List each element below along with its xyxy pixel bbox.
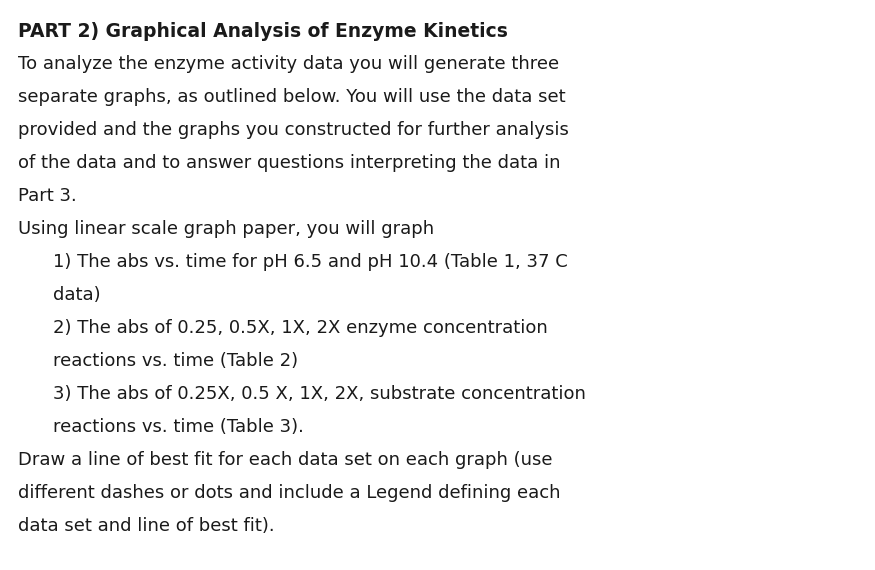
Text: PART 2) Graphical Analysis of Enzyme Kinetics: PART 2) Graphical Analysis of Enzyme Kin… [18,22,507,41]
Text: provided and the graphs you constructed for further analysis: provided and the graphs you constructed … [18,121,569,139]
Text: different dashes or dots and include a Legend defining each: different dashes or dots and include a L… [18,484,561,502]
Text: 2) The abs of 0.25, 0.5X, 1X, 2X enzyme concentration: 2) The abs of 0.25, 0.5X, 1X, 2X enzyme … [53,319,548,337]
Text: Part 3.: Part 3. [18,187,77,205]
Text: Draw a line of best fit for each data set on each graph (use: Draw a line of best fit for each data se… [18,451,552,469]
Text: of the data and to answer questions interpreting the data in: of the data and to answer questions inte… [18,154,561,172]
Text: 1) The abs vs. time for pH 6.5 and pH 10.4 (Table 1, 37 C: 1) The abs vs. time for pH 6.5 and pH 10… [53,253,568,271]
Text: To analyze the enzyme activity data you will generate three: To analyze the enzyme activity data you … [18,55,559,73]
Text: separate graphs, as outlined below. You will use the data set: separate graphs, as outlined below. You … [18,88,565,106]
Text: data): data) [53,286,101,304]
Text: reactions vs. time (Table 2): reactions vs. time (Table 2) [53,352,298,370]
Text: 3) The abs of 0.25X, 0.5 X, 1X, 2X, substrate concentration: 3) The abs of 0.25X, 0.5 X, 1X, 2X, subs… [53,385,586,403]
Text: data set and line of best fit).: data set and line of best fit). [18,517,275,535]
Text: reactions vs. time (Table 3).: reactions vs. time (Table 3). [53,418,304,436]
Text: Using linear scale graph paper, you will graph: Using linear scale graph paper, you will… [18,220,434,238]
